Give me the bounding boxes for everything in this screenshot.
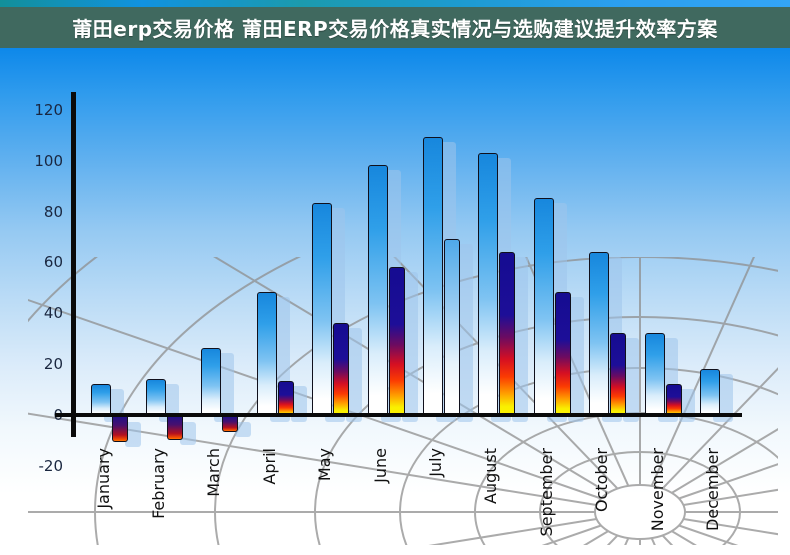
x-axis-label-september: September [536, 448, 556, 537]
x-axis-label-february: February [148, 448, 168, 519]
x-axis-label-march: March [204, 448, 224, 497]
bar-may-series1 [312, 203, 333, 417]
x-axis-label-january: January [93, 448, 113, 509]
x-axis-label-december: December [703, 448, 723, 531]
title-bar: 莆田erp交易价格 莆田ERP交易价格真实情况与选购建议提升效率方案 [0, 7, 790, 48]
y-axis-line [71, 92, 76, 437]
bar-march-series1 [201, 348, 222, 417]
bar-shadow-july-s2 [457, 244, 474, 422]
bar-shadow-august-s2 [512, 256, 529, 422]
bar-october-series2 [610, 333, 627, 417]
bar-june-series2 [388, 267, 405, 417]
x-axis-label-july: July [426, 448, 446, 477]
x-axis-label-august: August [481, 448, 501, 504]
bar-august-series1 [478, 152, 499, 417]
x-axis-label-april: April [259, 448, 279, 485]
bar-march-series2 [222, 417, 239, 433]
y-tick-label-20: 20 [43, 355, 63, 374]
bar-august-series2 [499, 251, 516, 417]
y-tick-label--20: -20 [38, 456, 64, 475]
bar-october-series1 [589, 251, 610, 417]
bar-july-series2 [444, 239, 461, 417]
bar-shadow-october-s2 [623, 338, 640, 422]
bar-january-series2 [111, 417, 128, 443]
bar-shadow-september-s2 [567, 297, 584, 422]
bar-july-series1 [423, 137, 444, 417]
bar-february-series2 [166, 417, 183, 440]
y-tick-label-40: 40 [43, 304, 63, 323]
page-title: 莆田erp交易价格 莆田ERP交易价格真实情况与选购建议提升效率方案 [72, 17, 718, 41]
y-tick-label-60: 60 [43, 253, 63, 272]
bar-shadow-january-s2 [124, 422, 141, 448]
x-axis-zero-line [55, 413, 742, 417]
bar-april-series1 [256, 292, 277, 417]
bar-november-series1 [644, 333, 665, 417]
x-axis-label-may: May [315, 448, 335, 482]
y-tick-label-80: 80 [43, 202, 63, 221]
bar-june-series1 [367, 165, 388, 417]
bar-shadow-june-s2 [401, 272, 418, 422]
x-axis-label-october: October [592, 448, 612, 513]
bar-april-series2 [277, 381, 294, 417]
bar-december-series1 [700, 368, 721, 417]
bar-may-series2 [333, 322, 350, 417]
bar-february-series1 [145, 378, 166, 417]
y-tick-label-120: 120 [34, 100, 63, 119]
bar-shadow-may-s2 [346, 327, 363, 422]
x-axis-label-june: June [370, 448, 390, 483]
bar-september-series1 [533, 198, 554, 417]
bar-shadow-march-s2 [235, 422, 252, 438]
top-accent-strip [0, 0, 790, 7]
y-tick-label-100: 100 [34, 151, 63, 170]
bar-september-series2 [554, 292, 571, 417]
x-axis-label-november: November [647, 448, 667, 532]
bar-shadow-february-s2 [179, 422, 196, 445]
